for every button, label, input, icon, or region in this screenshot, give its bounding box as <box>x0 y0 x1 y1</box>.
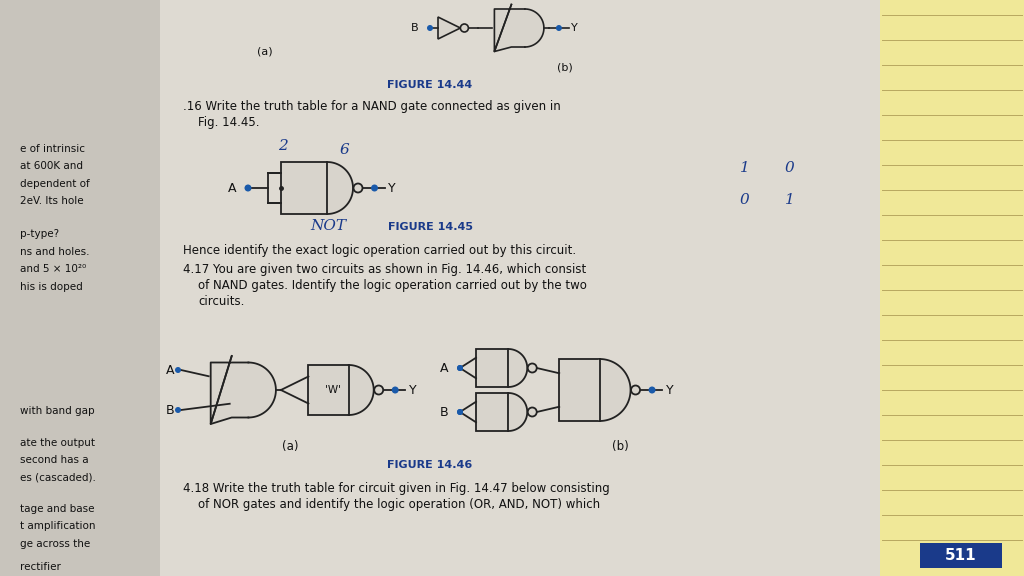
Text: of NOR gates and identify the logic operation (OR, AND, NOT) which: of NOR gates and identify the logic oper… <box>198 498 600 511</box>
Circle shape <box>461 24 468 32</box>
Bar <box>476 393 508 431</box>
Circle shape <box>371 184 378 191</box>
Text: Y: Y <box>410 384 417 396</box>
Text: Y: Y <box>571 23 578 33</box>
Text: p-type?: p-type? <box>20 229 59 239</box>
Text: of NAND gates. Identify the logic operation carried out by the two: of NAND gates. Identify the logic operat… <box>198 279 587 292</box>
Text: 0: 0 <box>740 193 750 207</box>
Text: Hence identify the exact logic operation carried out by this circuit.: Hence identify the exact logic operation… <box>183 244 577 257</box>
Circle shape <box>457 365 463 371</box>
Text: ge across the: ge across the <box>20 539 91 548</box>
Polygon shape <box>508 393 527 431</box>
Text: rectifier: rectifier <box>20 562 61 571</box>
Polygon shape <box>508 349 527 387</box>
Text: FIGURE 14.45: FIGURE 14.45 <box>387 222 472 232</box>
Circle shape <box>631 385 640 395</box>
Bar <box>281 162 327 214</box>
Bar <box>559 359 599 421</box>
Text: A: A <box>227 181 236 195</box>
Polygon shape <box>327 162 353 214</box>
Text: (b): (b) <box>557 63 572 73</box>
Text: 1: 1 <box>740 161 750 175</box>
Text: circuits.: circuits. <box>198 295 245 308</box>
Bar <box>476 349 508 387</box>
Text: 2: 2 <box>279 139 288 153</box>
Text: es (cascaded).: es (cascaded). <box>20 472 96 482</box>
Text: A: A <box>439 362 449 374</box>
Text: with band gap: with band gap <box>20 406 95 416</box>
Text: .16 Write the truth table for a NAND gate connected as given in: .16 Write the truth table for a NAND gat… <box>183 100 561 113</box>
Text: 511: 511 <box>945 548 977 563</box>
Text: B: B <box>166 404 175 416</box>
Text: 2eV. Its hole: 2eV. Its hole <box>20 196 84 206</box>
Polygon shape <box>495 5 544 51</box>
Polygon shape <box>349 365 374 415</box>
Text: tage and base: tage and base <box>20 504 95 514</box>
Circle shape <box>556 25 562 31</box>
Text: 4.18 Write the truth table for circuit given in Fig. 14.47 below consisting: 4.18 Write the truth table for circuit g… <box>183 482 609 495</box>
Circle shape <box>527 407 537 416</box>
Text: FIGURE 14.44: FIGURE 14.44 <box>387 80 473 90</box>
Circle shape <box>374 385 383 395</box>
Text: (a): (a) <box>257 47 272 57</box>
Text: Fig. 14.45.: Fig. 14.45. <box>198 116 259 129</box>
Polygon shape <box>327 162 353 214</box>
Text: 1: 1 <box>785 193 795 207</box>
Circle shape <box>427 25 433 31</box>
Text: (b): (b) <box>611 440 629 453</box>
Text: e of intrinsic: e of intrinsic <box>20 144 85 154</box>
Text: ate the output: ate the output <box>20 438 95 448</box>
Text: ns and holes.: ns and holes. <box>20 247 90 256</box>
Text: FIGURE 14.46: FIGURE 14.46 <box>387 460 473 470</box>
Circle shape <box>527 363 537 373</box>
Polygon shape <box>599 359 631 421</box>
Circle shape <box>245 184 252 191</box>
Polygon shape <box>599 359 631 421</box>
Text: 6: 6 <box>340 143 349 157</box>
Circle shape <box>457 409 463 415</box>
Bar <box>0 0 160 576</box>
Text: A: A <box>166 363 174 377</box>
Polygon shape <box>438 17 461 39</box>
Text: B: B <box>439 406 449 419</box>
Bar <box>160 0 880 576</box>
Bar <box>880 0 1024 576</box>
Circle shape <box>457 365 463 371</box>
Text: NOT: NOT <box>310 219 346 233</box>
Text: dependent of: dependent of <box>20 179 90 188</box>
Text: t amplification: t amplification <box>20 521 96 531</box>
Polygon shape <box>508 393 527 431</box>
Text: B: B <box>411 23 418 33</box>
Polygon shape <box>211 356 275 424</box>
Text: and 5 × 10²⁰: and 5 × 10²⁰ <box>20 264 87 274</box>
Text: his is doped: his is doped <box>20 282 83 292</box>
Circle shape <box>457 409 463 415</box>
Text: (a): (a) <box>282 440 298 453</box>
Text: Y: Y <box>387 181 395 195</box>
Circle shape <box>175 367 181 373</box>
Circle shape <box>175 407 181 413</box>
Polygon shape <box>349 365 374 415</box>
Text: 0: 0 <box>785 161 795 175</box>
Polygon shape <box>508 349 527 387</box>
Text: at 600K and: at 600K and <box>20 161 84 171</box>
Circle shape <box>648 386 655 393</box>
Text: second has a: second has a <box>20 455 89 465</box>
Bar <box>308 365 349 415</box>
Circle shape <box>392 386 398 393</box>
Circle shape <box>353 184 362 192</box>
Text: 'W': 'W' <box>325 385 341 395</box>
Bar <box>920 543 1002 568</box>
Text: Y: Y <box>666 384 674 396</box>
Text: 4.17 You are given two circuits as shown in Fig. 14.46, which consist: 4.17 You are given two circuits as shown… <box>183 263 587 276</box>
